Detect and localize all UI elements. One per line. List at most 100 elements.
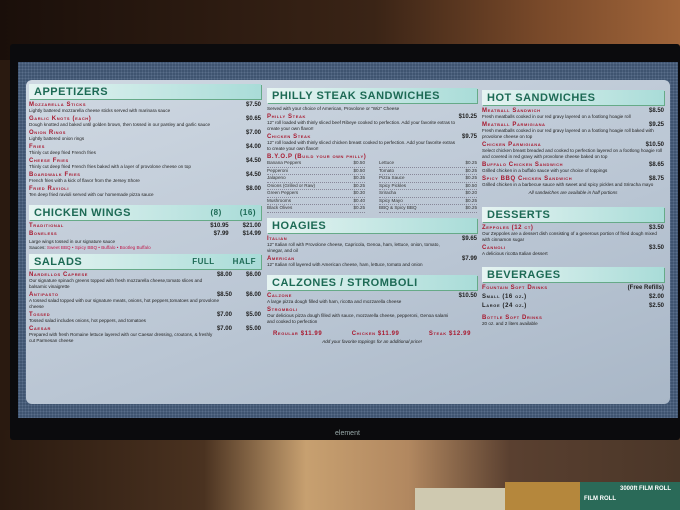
menu-item-row: Cannoli $3.50 xyxy=(482,245,664,251)
tortilla-stack xyxy=(505,482,585,510)
item-description: Our signature spinach greens topped with… xyxy=(29,278,203,289)
extra-price: $0.40 xyxy=(353,197,366,203)
section-header-salads: SALADS FULL HALF xyxy=(29,254,261,269)
extra-name: Black Olives xyxy=(267,205,293,210)
price: $5.00 xyxy=(245,326,261,332)
calzone-sizes: Regular $11.99 Chicken $11.99 Steak $12.99 xyxy=(267,327,477,337)
item-name: Fries xyxy=(29,144,46,150)
byop-extra: Green Peppers $0.30 xyxy=(267,190,365,198)
item-price: $4.00 xyxy=(246,144,261,150)
byop-extra: Banana Peppers $0.50 xyxy=(267,160,365,168)
price: $8.50 xyxy=(216,292,232,298)
fountain-label: Fountain Soft Drinks xyxy=(482,285,548,291)
extra-price: $0.50 xyxy=(465,182,478,188)
price: $9.75 xyxy=(461,134,477,140)
item-price: $7.00 $5.00 xyxy=(217,312,261,318)
price: $10.50 xyxy=(645,142,664,148)
price: $7.00 xyxy=(216,326,232,332)
menu-item: Calzone $10.50 A large pizza dough filled … xyxy=(267,293,477,305)
menu-item: Fried Ravioli $8.00 Ten deep fried ravioli… xyxy=(29,186,261,198)
price: $7.00 xyxy=(216,312,232,318)
product-label: FILM ROLL xyxy=(584,496,616,502)
item-name: Cannoli xyxy=(482,245,506,251)
item-description: 12" roll loaded with thinly sliced chick… xyxy=(267,140,456,151)
menu-item-row: Spicy BBQ Chicken Sandwich $8.75 xyxy=(482,176,664,182)
price: $4.50 xyxy=(245,158,261,164)
item-price: $9.75 xyxy=(462,134,477,140)
price: $5.00 xyxy=(245,312,261,318)
byop-extra: BBQ & Spicy BBQ $0.25 xyxy=(379,205,477,213)
byop-extra: Pepperoni $0.50 xyxy=(267,167,366,175)
extra-name: Pizza Sauce xyxy=(379,175,405,180)
menu-item-row: Antipasto $8.50 $6.00 xyxy=(29,292,261,298)
menu-item: Antipasto $8.50 $6.00 A tossed salad topped… xyxy=(29,292,261,310)
item-price: $7.00 $5.00 xyxy=(217,326,261,332)
size-name: Large (24 oz.) xyxy=(482,303,527,309)
item-name: Garlic Knots (each) xyxy=(29,116,92,122)
sauce-option: Sweet BBQ xyxy=(46,245,71,250)
item-name: Chicken Steak xyxy=(267,134,312,140)
item-name: Buffalo Chicken Sandwich xyxy=(482,162,564,168)
price: $4.00 xyxy=(245,144,261,150)
section-title: SALADS xyxy=(34,256,83,268)
extra-name: Mushrooms xyxy=(267,197,291,203)
item-description: A tossed salad topped with our signature… xyxy=(29,298,219,309)
bullet: • xyxy=(97,245,102,250)
item-name: Tossed xyxy=(29,312,51,318)
section-title: HOT SANDWICHES xyxy=(487,92,596,104)
menu-item-row: Tossed $7.00 $5.00 xyxy=(29,312,261,318)
column-header: FULL xyxy=(192,257,215,266)
size-price: $2.00 xyxy=(648,294,664,300)
item-name: Antipasto xyxy=(29,292,59,298)
menu-item: Spicy BBQ Chicken Sandwich $8.75 Grilled c… xyxy=(482,176,664,188)
item-description: Ten deep fried ravioli served with our h… xyxy=(29,192,154,197)
price: $3.50 xyxy=(648,225,664,231)
byop-extra: Pizza Sauce $0.25 xyxy=(379,175,477,183)
drink-size: Small (16 oz.) $2.00 xyxy=(482,294,664,300)
item-price: $8.75 xyxy=(649,176,664,182)
menu-item: Garlic Knots (each) $0.65 Dough knotted an… xyxy=(29,116,261,128)
item-name: Spicy BBQ Chicken Sandwich xyxy=(482,176,573,182)
item-name: American xyxy=(267,255,295,262)
item-price: $9.25 xyxy=(649,122,664,128)
section-header-desserts: DESSERTS xyxy=(482,207,664,222)
tv-brand-logo: element xyxy=(335,430,360,437)
menu-item-row: Onion Rings $7.00 xyxy=(29,130,261,136)
extra-price: $0.35 xyxy=(353,175,366,180)
item-name: Zeppoles (12 ct) xyxy=(482,225,534,231)
extra-price: $0.25 xyxy=(465,175,478,180)
extra-name: Lettuce xyxy=(379,160,395,165)
menu-item: Cheese Fries $4.50 Thinly cut deep fried F… xyxy=(29,158,261,170)
price: $8.50 xyxy=(648,108,664,114)
spacer xyxy=(482,259,664,267)
extra-price: $0.50 xyxy=(353,167,366,173)
byop-extra: Jalapeno $0.35 xyxy=(267,175,365,183)
item-description: Fresh meatballs cooked in our red gravy … xyxy=(482,128,654,139)
section-title: CHICKEN WINGS xyxy=(34,207,131,219)
menu-item-row: Boneless $7.99 $14.99 xyxy=(29,231,261,237)
item-price: $7.99 xyxy=(462,256,477,262)
item-description: Lightly battered mozzarella cheese stick… xyxy=(29,108,171,113)
item-price: $8.00 xyxy=(246,186,261,192)
extra-price: $0.25 xyxy=(353,205,366,210)
item-description: A delicious ricotta Italian dessert xyxy=(482,251,548,256)
menu-item: Meatball Sandwich $8.50 Fresh meatballs co… xyxy=(482,108,664,120)
section-title: BEVERAGES xyxy=(487,269,561,281)
extra-name: Jalapeno xyxy=(267,175,286,180)
extra-name: Banana Peppers xyxy=(267,160,302,165)
item-description: 12" Italian roll with Provolone cheese, … xyxy=(267,241,440,253)
item-price: $4.50 xyxy=(246,158,261,164)
item-description: Thinly cut deep fried French fries baked… xyxy=(29,164,191,169)
item-description: Tossed salad includes onions, hot pepper… xyxy=(29,318,146,323)
item-description: Prepared with fresh Romaine lettuce laye… xyxy=(29,332,213,343)
byop-extra: Black Olives $0.25 xyxy=(267,205,365,213)
extra-price: $0.25 xyxy=(465,160,478,165)
menu-item-row: Meatball Sandwich $8.50 xyxy=(482,108,664,114)
price: $14.99 xyxy=(242,231,261,237)
price: $8.00 xyxy=(245,186,261,192)
menu-item-row: Philly Steak $10.25 xyxy=(267,114,477,120)
item-price: $8.50 $6.00 xyxy=(217,292,261,298)
menu-item: Boneless $7.99 $14.99 xyxy=(29,231,261,237)
item-description: 12" Italian roll layered with American c… xyxy=(267,261,423,267)
extra-name: Spicy Mayo xyxy=(379,197,403,203)
